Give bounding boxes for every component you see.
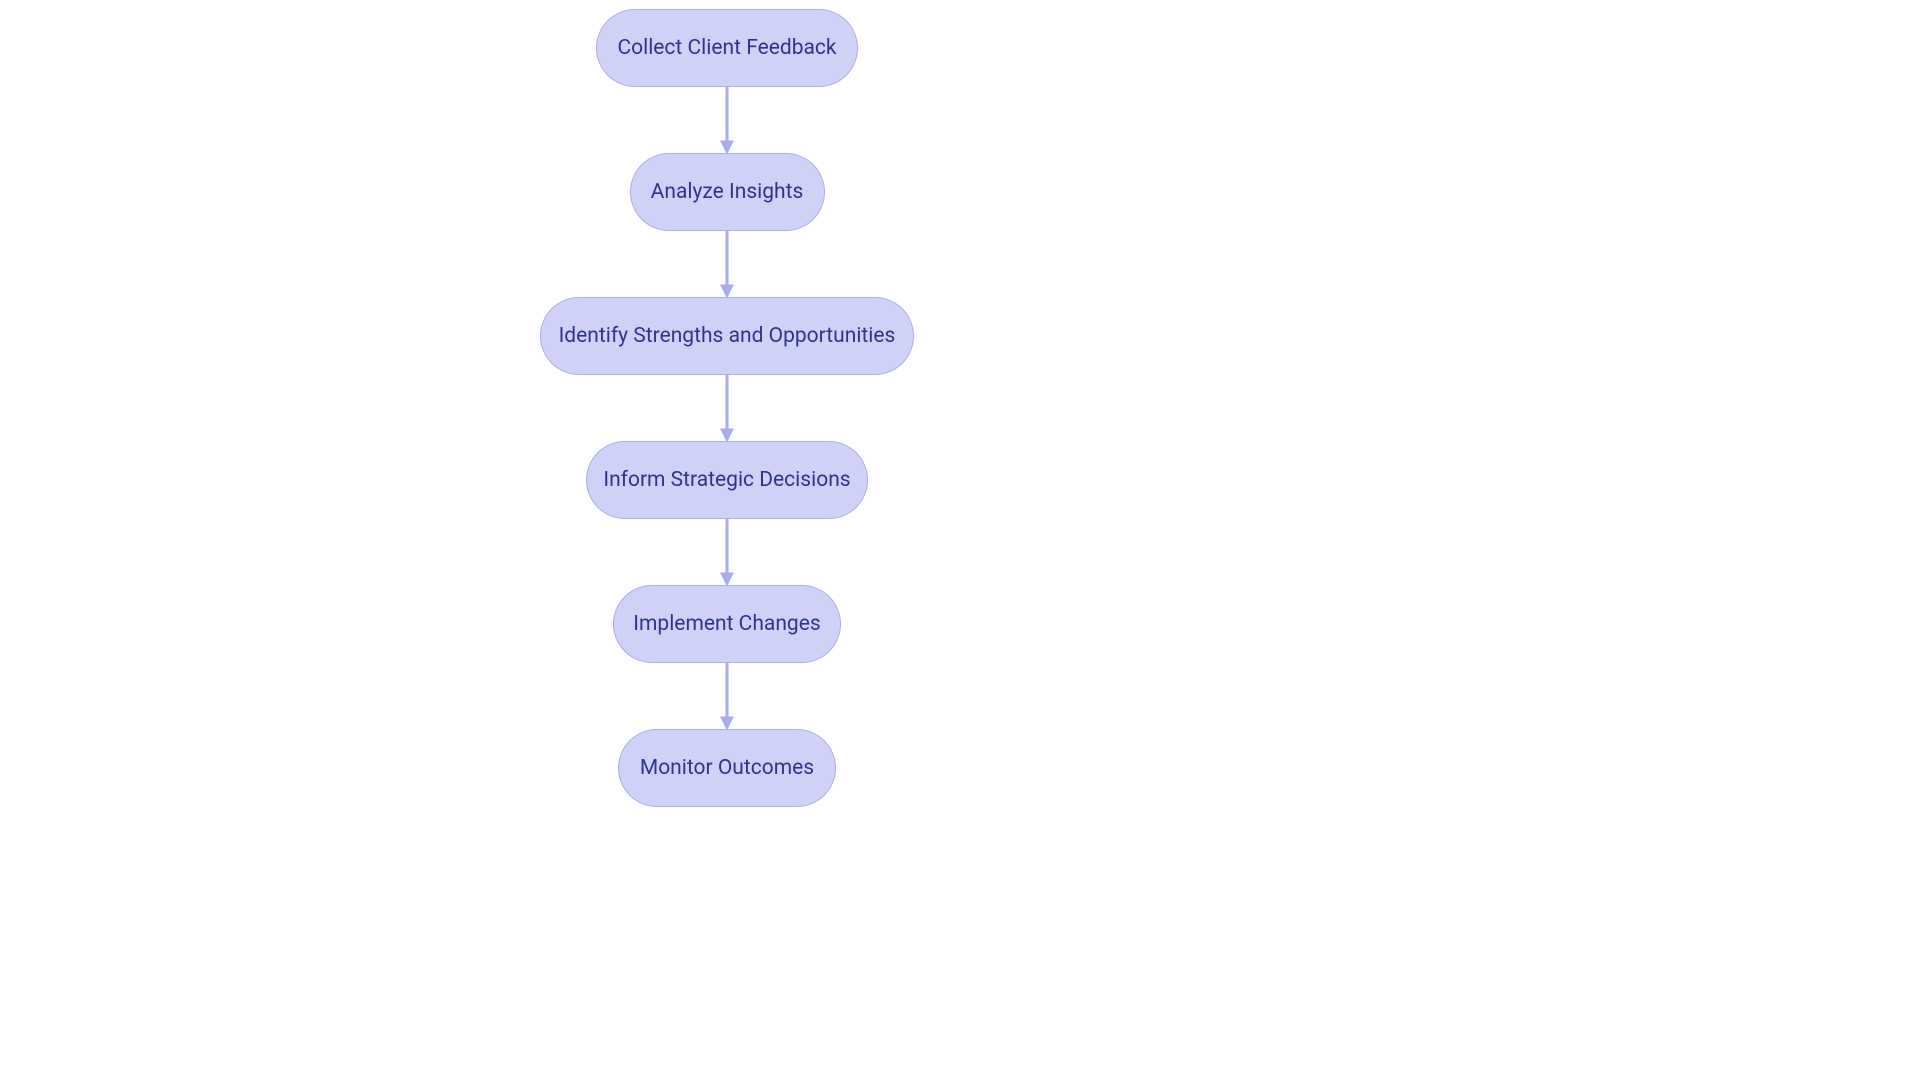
flow-node: Collect Client Feedback bbox=[596, 9, 858, 87]
flow-node: Analyze Insights bbox=[630, 153, 825, 231]
flowchart-edges bbox=[0, 0, 1920, 1083]
flow-node: Identify Strengths and Opportunities bbox=[540, 297, 914, 375]
flow-node: Implement Changes bbox=[613, 585, 841, 663]
flowchart-canvas: Collect Client Feedback Analyze Insights… bbox=[0, 0, 1920, 1083]
flow-node: Inform Strategic Decisions bbox=[586, 441, 868, 519]
flow-node: Monitor Outcomes bbox=[618, 729, 836, 807]
